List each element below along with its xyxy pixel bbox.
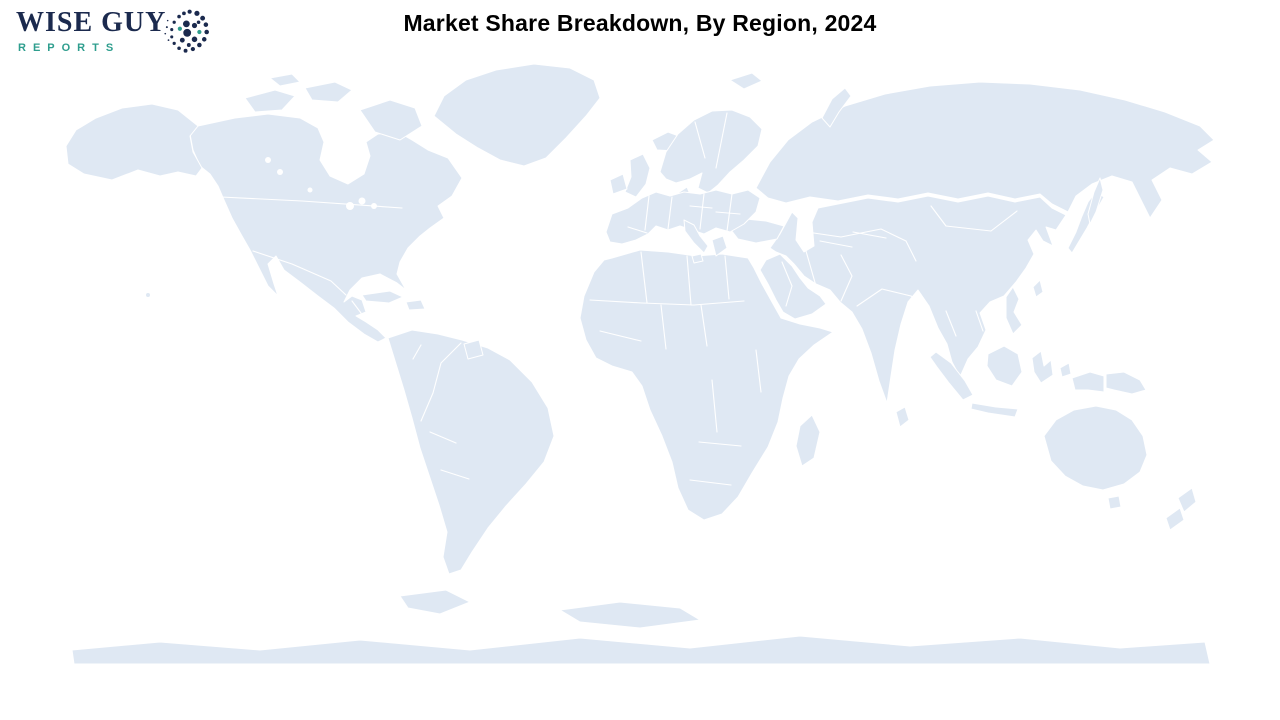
region-tasmania [1107,495,1122,510]
region-canadian-arctic-3 [269,73,301,87]
region-west-new-guinea [1071,371,1105,393]
logo-subtitle: REPORTS [18,41,121,54]
borders-scandinavia [694,112,728,169]
region-cuba [361,290,404,304]
region-new-guinea [1105,371,1147,395]
wise-guy-reports-logo: WISE GUY REPORTS [16,7,214,58]
region-australia [1043,405,1148,491]
border-us-mexico [252,250,347,296]
logo-wordmark: WISE GUY [16,7,167,38]
lake-superior [346,202,354,210]
borders-arabia [781,261,793,307]
region-moluccas [1059,362,1072,378]
region-hispaniola [405,299,426,311]
map-regions [65,63,1215,665]
page-header: WISE GUY REPORTS Market Share Breakdown,… [0,0,1280,70]
region-russia [755,81,1215,219]
borders-asia [799,205,1018,337]
region-sulawesi [1031,350,1054,384]
region-borneo [986,345,1023,387]
region-alaska [65,103,203,181]
region-sri-lanka [895,406,910,428]
border-central-america [351,300,374,326]
region-sumatra [929,351,974,401]
region-italy [683,219,709,254]
region-madagascar [795,414,821,467]
region-south-america [387,329,555,575]
chart-title: Market Share Breakdown, By Region, 2024 [403,10,877,36]
region-new-zealand-north [1177,487,1197,513]
region-europe-mainland [605,189,761,245]
region-novaya-zemlya [821,87,852,128]
region-united-kingdom [624,153,651,198]
region-arabian-peninsula [759,253,827,320]
region-french-guiana [463,339,484,360]
region-antarctic-peninsula [399,589,471,615]
region-north-america [189,113,463,343]
lake-huron [358,197,366,205]
region-new-zealand-south [1165,507,1185,531]
region-ireland [609,173,628,195]
region-philippines [1005,286,1023,335]
border-us-canada [220,196,403,209]
region-antarctica [71,635,1211,665]
region-asia-mainland [769,195,1067,404]
region-taiwan [1032,279,1044,298]
logo-text: WISE GUY REPORTS [16,7,167,54]
borders-africa [589,251,762,486]
great-slave-lake [277,169,283,175]
region-baffin-island [359,99,423,141]
logo-head-dots-icon [164,9,210,53]
region-greenland [433,63,601,167]
region-canadian-arctic-2 [304,81,353,103]
region-greece [711,235,728,257]
country-borders [220,112,1018,486]
region-scandinavia [659,109,763,194]
region-sicily [691,253,704,264]
region-hawaii [145,292,151,298]
lake-winnipeg [307,187,313,193]
great-bear-lake [265,157,271,163]
region-sakhalin [1087,177,1104,225]
borders-south-america [412,342,470,480]
borders-europe [627,193,741,234]
region-svalbard [729,72,763,90]
region-antarctica-coast [559,601,701,629]
region-java [970,402,1019,418]
region-africa [579,249,834,521]
region-canadian-arctic-1 [244,89,296,113]
